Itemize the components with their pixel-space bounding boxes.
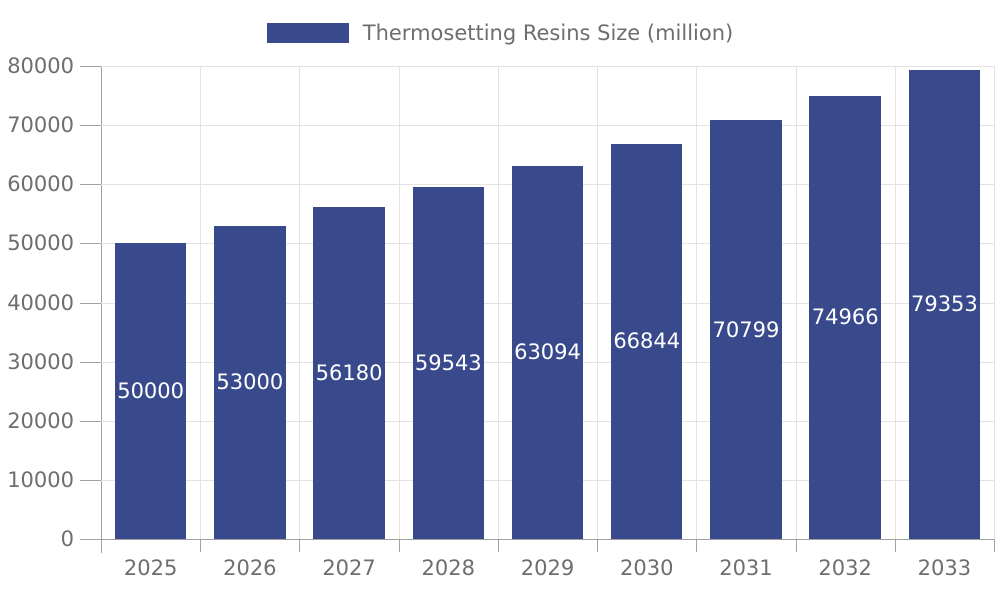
- bar-value-label: 56180: [315, 360, 383, 385]
- y-tick-label: 20000: [7, 408, 74, 433]
- bar-2029[interactable]: 63094: [511, 165, 584, 539]
- bar-2031[interactable]: 70799: [710, 120, 782, 539]
- x-tick-label: 2032: [818, 556, 872, 580]
- y-axis-tick: [80, 302, 101, 304]
- x-tick-label: 2027: [322, 556, 376, 580]
- y-axis-tick: [80, 243, 101, 245]
- bar-value-label: 66844: [613, 329, 681, 354]
- x-axis-tick: [398, 539, 400, 552]
- gridline-vertical: [696, 66, 698, 539]
- y-axis-tick: [80, 66, 101, 67]
- x-tick-label: 2031: [719, 556, 773, 580]
- gridline-horizontal: [101, 125, 994, 127]
- y-axis-tick: [80, 361, 101, 363]
- x-axis-line: [101, 539, 994, 540]
- y-tick-label: 0: [60, 527, 74, 551]
- gridline-vertical: [200, 66, 202, 539]
- bar-value-label: 74966: [811, 305, 879, 330]
- plot-area: 50000 53000 56180 59543 63094 66844 70799 74966…: [101, 66, 995, 539]
- x-axis-tick: [894, 539, 896, 552]
- x-axis-tick: [795, 539, 797, 552]
- y-tick-label: 30000: [7, 349, 74, 374]
- bar-2027[interactable]: 56180: [313, 206, 385, 539]
- gridline-horizontal: [101, 66, 994, 67]
- x-axis-tick: [497, 539, 499, 552]
- y-tick-label: 40000: [7, 290, 74, 315]
- legend-swatch: [266, 23, 349, 43]
- x-tick-label: 2025: [123, 556, 178, 580]
- y-tick-label: 70000: [7, 113, 74, 138]
- bar-2032[interactable]: 74966: [809, 95, 881, 539]
- gridline-vertical: [597, 66, 599, 539]
- bar-value-label: 70799: [712, 317, 780, 342]
- y-tick-label: 80000: [7, 54, 74, 78]
- y-tick-label: 50000: [7, 231, 74, 256]
- x-tick-label: 2026: [223, 556, 277, 580]
- bar-value-label: 79353: [910, 292, 978, 317]
- x-axis-tick: [994, 539, 995, 552]
- x-axis-tick: [200, 539, 202, 552]
- bar-2030[interactable]: 66844: [611, 143, 683, 539]
- legend-item[interactable]: Thermosetting Resins Size (million): [0, 21, 1000, 45]
- bar-2028[interactable]: 59543: [412, 186, 484, 539]
- x-tick-label: 2029: [520, 556, 575, 580]
- legend-label: Thermosetting Resins Size (million): [362, 21, 734, 45]
- y-axis-tick: [80, 125, 101, 127]
- x-tick-label: 2028: [421, 556, 475, 580]
- y-axis-tick: [80, 184, 101, 186]
- bar-value-label: 63094: [514, 340, 581, 365]
- gridline-vertical: [894, 66, 896, 539]
- gridline-vertical: [398, 66, 400, 539]
- bar-2025[interactable]: 50000: [114, 243, 187, 539]
- y-tick-label: 10000: [7, 467, 74, 492]
- y-tick-label: 60000: [7, 172, 74, 197]
- gridline-vertical: [497, 66, 499, 539]
- bar-2026[interactable]: 53000: [214, 225, 286, 539]
- gridline-vertical: [795, 66, 797, 539]
- gridline-vertical: [994, 66, 995, 539]
- y-axis-line: [101, 66, 102, 553]
- x-axis-tick: [299, 539, 301, 552]
- y-axis-tick: [80, 479, 101, 481]
- y-axis-tick: [80, 420, 101, 422]
- x-axis-tick: [597, 539, 599, 552]
- y-axis-tick: [80, 539, 101, 540]
- bar-value-label: 59543: [414, 350, 482, 375]
- bar-value-label: 53000: [216, 370, 284, 395]
- gridline-vertical: [299, 66, 301, 539]
- bar-value-label: 50000: [117, 379, 185, 404]
- bar-2033[interactable]: 79353: [908, 69, 981, 539]
- x-axis-tick: [696, 539, 698, 552]
- x-tick-label: 2033: [917, 556, 972, 580]
- x-tick-label: 2030: [619, 556, 674, 580]
